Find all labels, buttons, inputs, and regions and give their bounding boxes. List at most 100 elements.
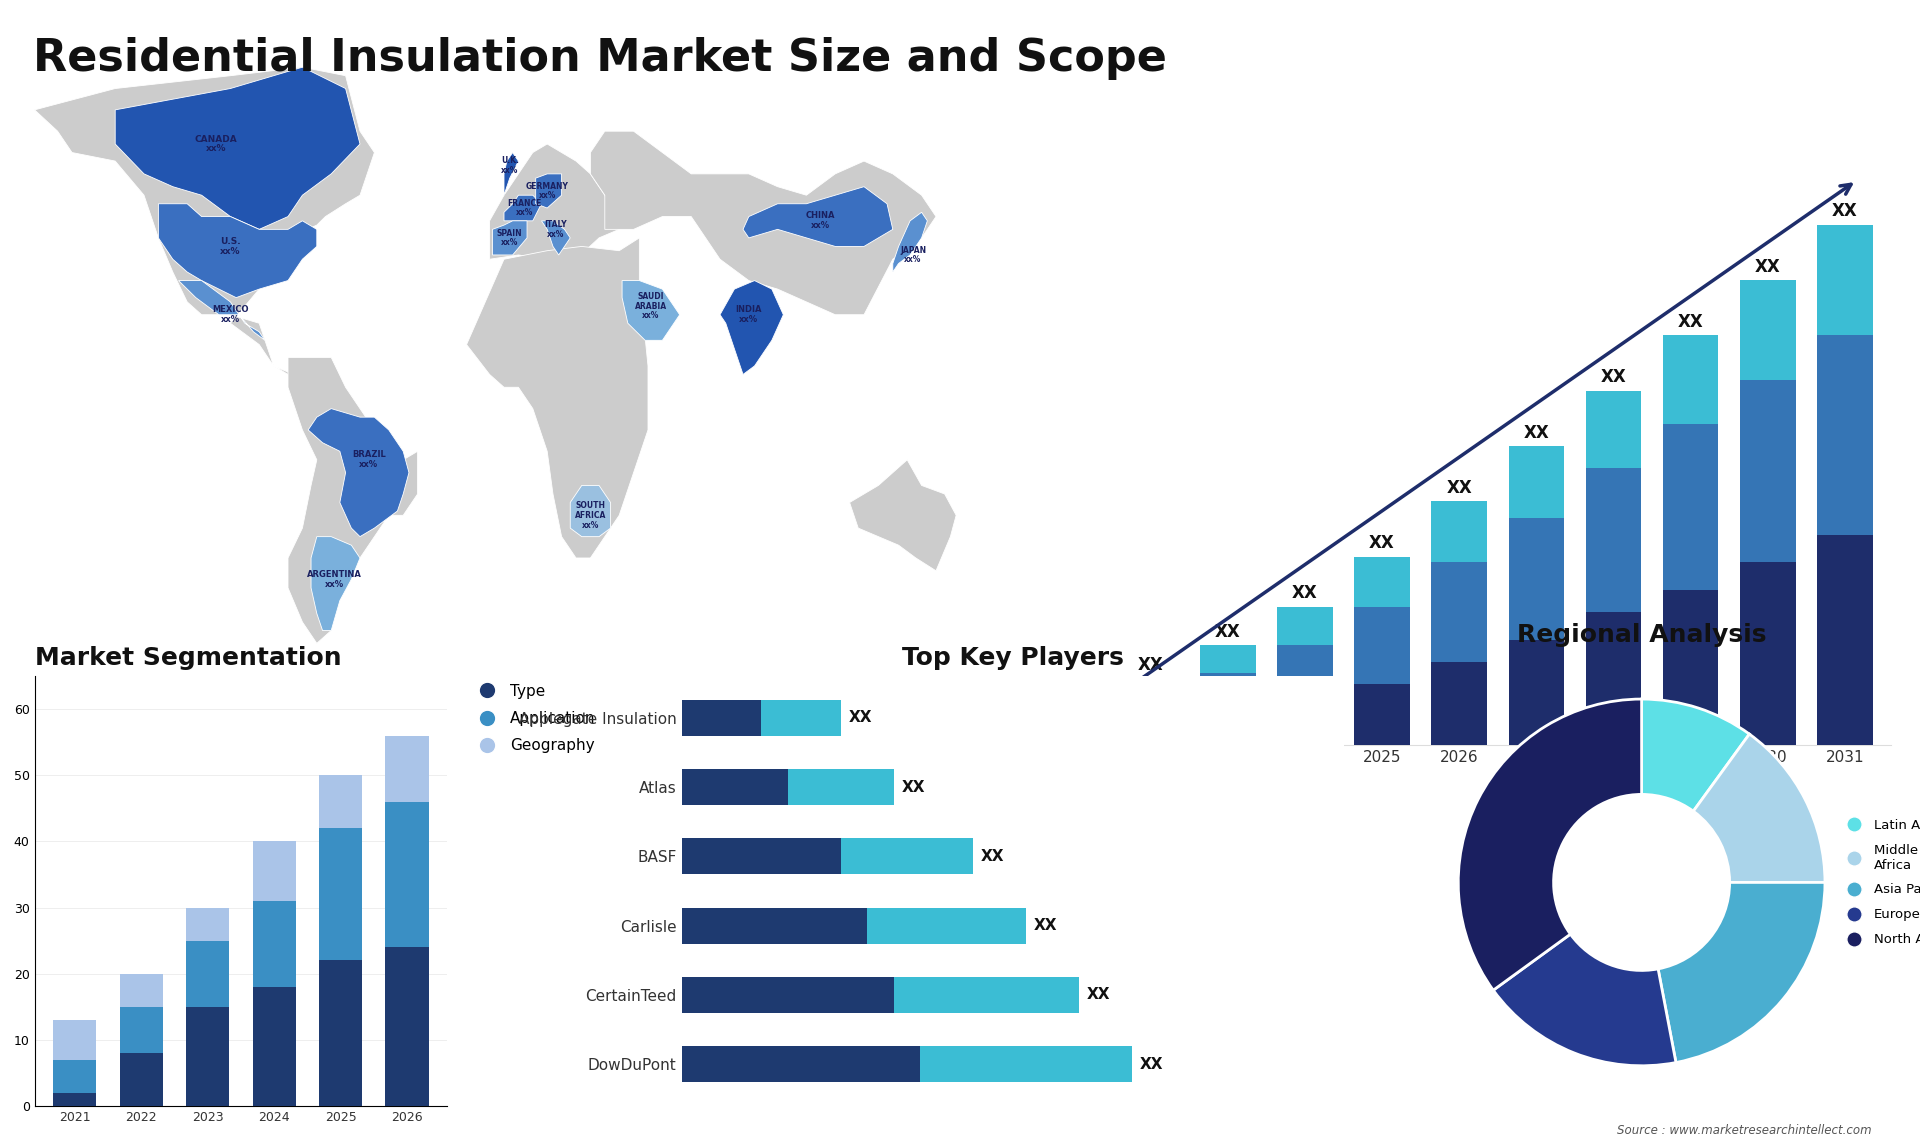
Bar [1277,645,1332,700]
Bar [682,976,893,1013]
Polygon shape [288,358,419,643]
Text: XX: XX [1446,479,1473,497]
Text: XX: XX [1755,258,1780,276]
Polygon shape [893,212,927,272]
Bar [841,839,973,874]
Bar [868,908,1025,943]
Bar [386,948,428,1106]
Polygon shape [35,68,374,375]
Bar [319,829,363,960]
Polygon shape [115,68,361,229]
Text: FRANCE
xx%: FRANCE xx% [507,198,541,218]
Polygon shape [179,281,265,340]
Bar [1277,606,1332,645]
Bar [682,1046,920,1082]
Text: GERMANY
xx%: GERMANY xx% [526,181,568,201]
Polygon shape [591,131,937,315]
Text: XX: XX [1140,1057,1164,1072]
Bar [1432,502,1486,563]
Wedge shape [1459,699,1642,990]
Bar [760,700,841,736]
Bar [1200,645,1256,673]
Text: CHINA
xx%: CHINA xx% [806,212,835,230]
Text: XX: XX [1523,424,1549,441]
Bar [1740,563,1795,745]
Bar [682,908,868,943]
Polygon shape [536,174,563,209]
Polygon shape [157,204,317,298]
Bar [54,1060,96,1092]
Text: ARGENTINA
xx%: ARGENTINA xx% [307,570,361,589]
Bar [1432,563,1486,662]
Bar [1509,446,1565,518]
Bar [186,908,228,941]
Bar [319,960,363,1106]
Polygon shape [467,238,649,558]
Text: XX: XX [1832,203,1859,220]
Text: XX: XX [1060,684,1087,701]
Bar [54,1020,96,1060]
Bar [319,776,363,829]
Legend: Latin America, Middle East &
Africa, Asia Pacific, Europe, North America: Latin America, Middle East & Africa, Asi… [1841,818,1920,947]
Bar [1200,673,1256,717]
Bar [682,839,841,874]
Bar [1509,639,1565,745]
Polygon shape [505,195,541,221]
Text: XX: XX [1292,584,1317,602]
Bar [1354,557,1409,606]
Bar [1123,729,1179,745]
Bar [119,1053,163,1106]
Text: XX: XX [1601,368,1626,386]
Text: XX: XX [1035,918,1058,933]
Bar [1740,280,1795,379]
Text: SPAIN
xx%: SPAIN xx% [497,228,522,248]
Wedge shape [1494,934,1676,1066]
Bar [186,1006,228,1106]
Polygon shape [743,187,893,246]
Polygon shape [490,144,620,259]
Text: XX: XX [1087,988,1110,1003]
Text: XX: XX [1139,656,1164,674]
Bar [1663,590,1718,745]
Bar [253,987,296,1106]
Text: XX: XX [981,849,1004,864]
Bar [253,841,296,901]
Bar [1354,606,1409,684]
Bar [1509,518,1565,639]
Text: XX: XX [849,711,872,725]
Text: U.S.
xx%: U.S. xx% [221,237,240,256]
Bar [119,974,163,1006]
Bar [1586,612,1642,745]
Bar [1123,678,1179,700]
Polygon shape [307,409,409,536]
Bar [1200,717,1256,745]
Bar [1123,700,1179,729]
Bar [1740,379,1795,563]
Text: XX: XX [1215,623,1240,641]
Polygon shape [622,281,680,340]
Text: XX: XX [1369,534,1396,552]
Bar [1816,535,1872,745]
Text: XX: XX [902,779,925,794]
Text: SAUDI
ARABIA
xx%: SAUDI ARABIA xx% [636,292,666,321]
Text: Residential Insulation Market Size and Scope: Residential Insulation Market Size and S… [33,37,1167,80]
Text: ITALY
xx%: ITALY xx% [545,220,566,238]
Text: XX: XX [1678,313,1703,331]
Legend: Type, Application, Geography: Type, Application, Geography [472,684,595,753]
Bar [1046,733,1102,745]
Bar [1663,336,1718,424]
Polygon shape [505,152,518,195]
Bar [253,901,296,987]
Text: SOUTH
AFRICA
xx%: SOUTH AFRICA xx% [574,501,607,529]
Bar [920,1046,1133,1082]
Bar [893,976,1079,1013]
Text: CANADA
xx%: CANADA xx% [194,134,238,154]
Bar [787,769,893,804]
Title: Top Key Players: Top Key Players [902,646,1123,670]
Bar [1432,662,1486,745]
Text: JAPAN
xx%: JAPAN xx% [900,245,925,265]
Wedge shape [1659,882,1824,1062]
Bar [682,700,760,736]
Wedge shape [1693,735,1824,882]
Bar [1586,391,1642,469]
